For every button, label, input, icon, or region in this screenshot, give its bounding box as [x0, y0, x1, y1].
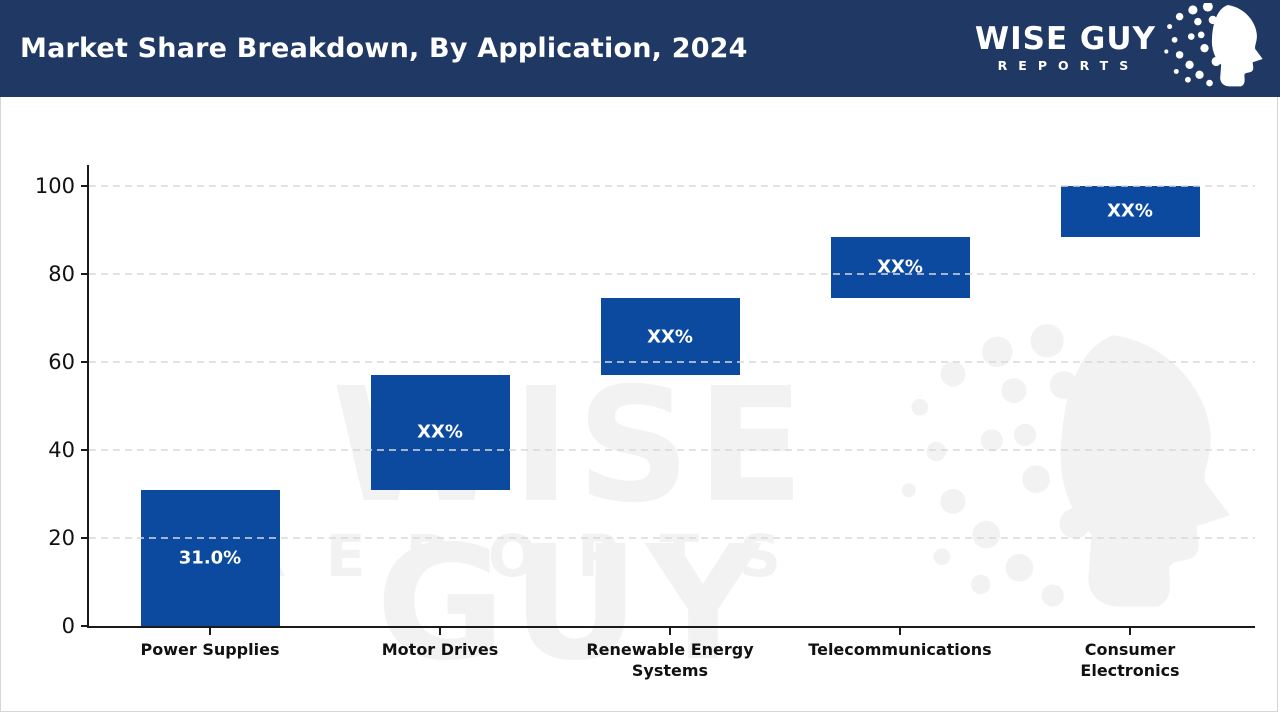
wiseguy-logo: WISE GUY REPORTS — [975, 2, 1266, 95]
logo-wordmark: WISE GUY — [974, 21, 1156, 58]
chart-title: Market Share Breakdown, By Application, … — [20, 33, 748, 64]
chart-panel: WISE GUY REPORTS — [0, 97, 1278, 712]
header-bar: Market Share Breakdown, By Application, … — [0, 0, 1280, 97]
logo-head-icon — [1164, 2, 1263, 86]
watermark-reports: REPORTS — [241, 522, 821, 590]
logo-text: WISE GUY REPORTS — [975, 24, 1156, 73]
watermark-head-icon — [901, 324, 1230, 607]
watermark-wordmark: WISE GUY — [331, 354, 811, 696]
logo-subtext: REPORTS — [997, 58, 1140, 74]
